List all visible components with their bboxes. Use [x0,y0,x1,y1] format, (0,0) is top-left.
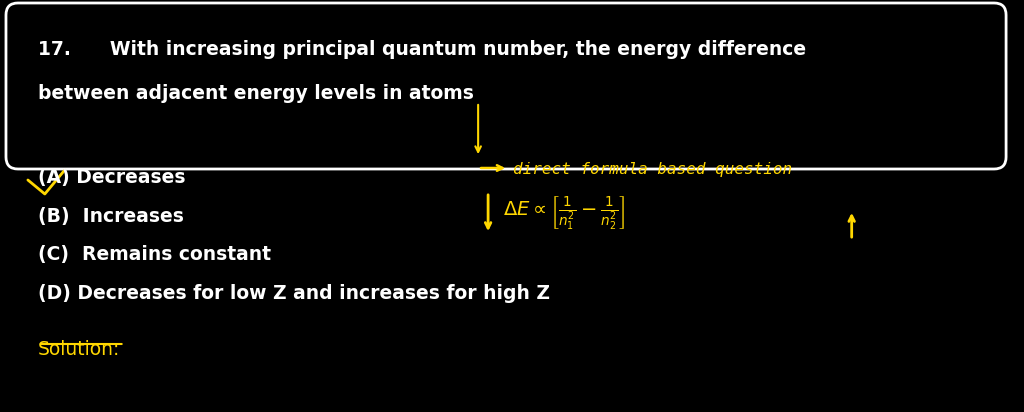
Text: 17.      With increasing principal quantum number, the energy difference: 17. With increasing principal quantum nu… [38,40,806,59]
Text: Solution:: Solution: [38,340,120,359]
Text: (C)  Remains constant: (C) Remains constant [38,245,271,264]
Text: $\Delta E \propto \left[\frac{1}{n_1^2} - \frac{1}{n_2^2}\right]$: $\Delta E \propto \left[\frac{1}{n_1^2} … [503,194,626,231]
Text: (B)  Increases: (B) Increases [38,207,183,226]
FancyBboxPatch shape [6,3,1006,169]
Text: between adjacent energy levels in atoms: between adjacent energy levels in atoms [38,84,474,103]
Text: direct formula based question: direct formula based question [513,162,793,177]
Text: (A) Decreases: (A) Decreases [38,168,185,187]
Text: (D) Decreases for low Z and increases for high Z: (D) Decreases for low Z and increases fo… [38,284,550,303]
